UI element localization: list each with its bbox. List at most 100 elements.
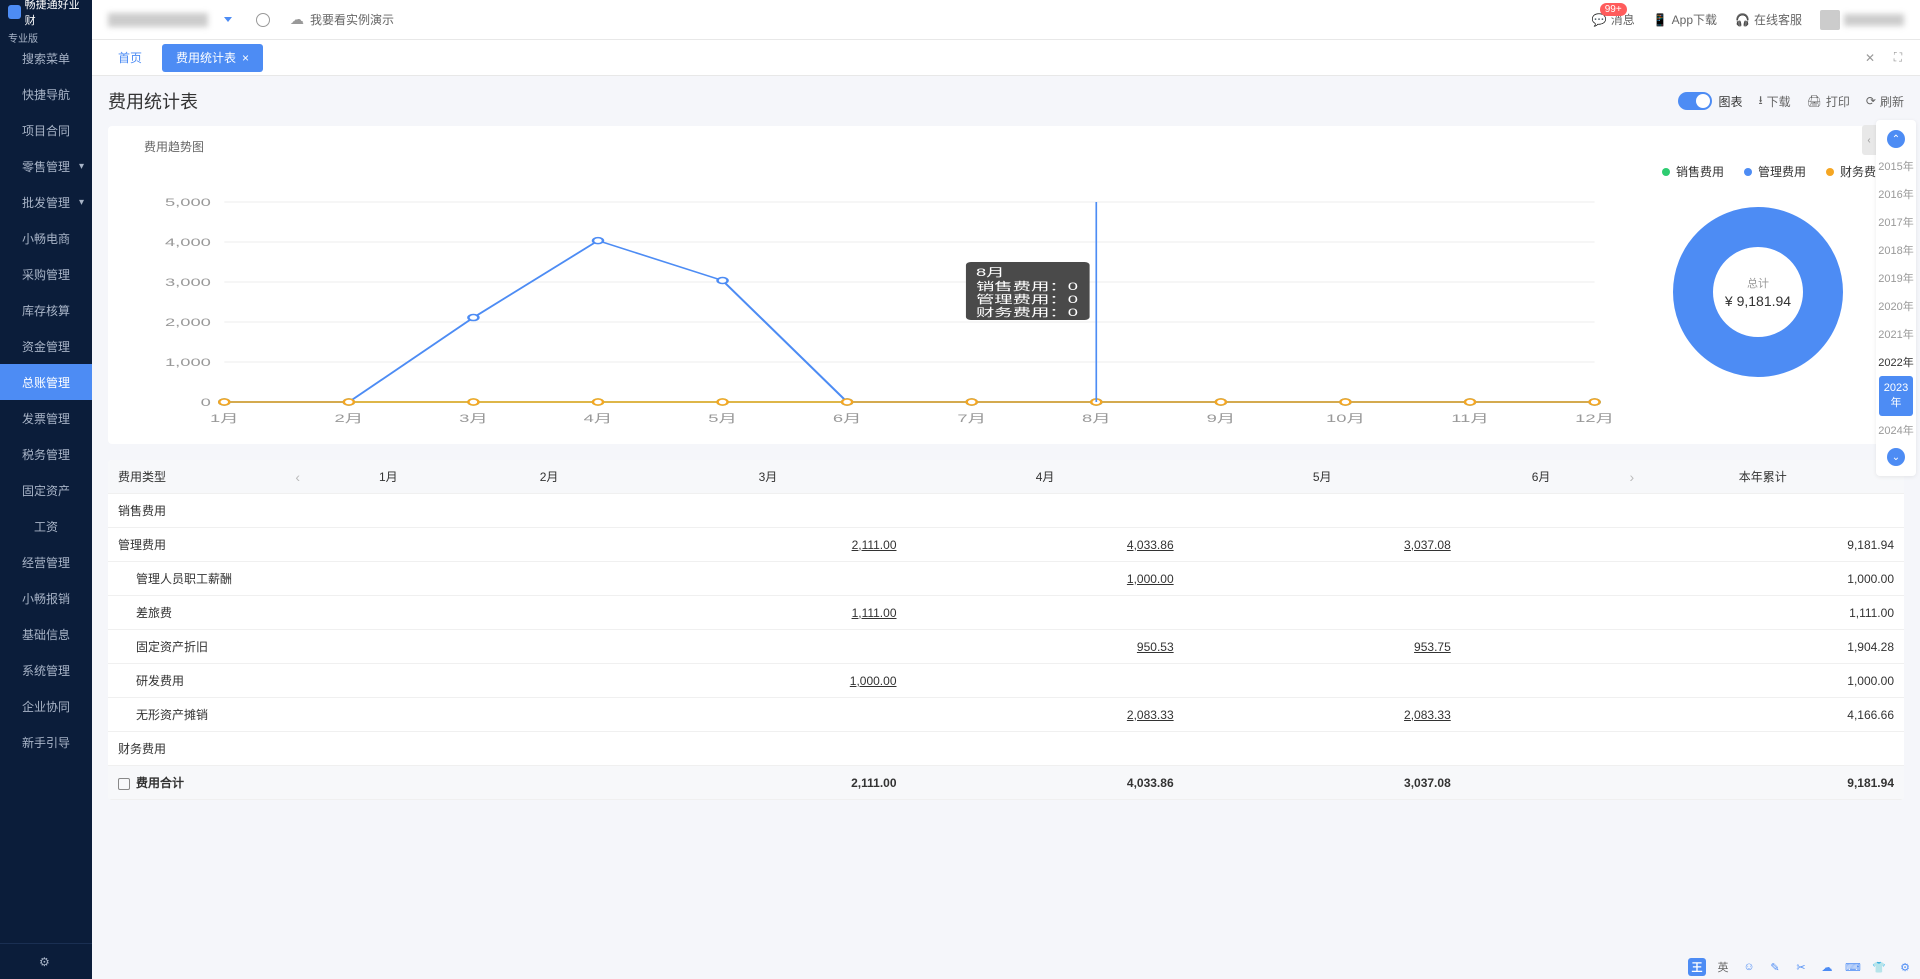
cell-link[interactable]: 1,000.00	[1127, 572, 1174, 586]
nav-item[interactable]: 基础信息	[0, 616, 92, 652]
cell-link[interactable]: 950.53	[1137, 640, 1174, 654]
legend-item[interactable]: 管理费用	[1744, 163, 1806, 180]
nav-item[interactable]: 企业协同	[0, 688, 92, 724]
table-cell: 1,000.00	[1621, 664, 1904, 698]
year-item[interactable]: 2022年	[1876, 348, 1916, 376]
year-item[interactable]: 2023年	[1879, 376, 1913, 416]
svg-text:0: 0	[201, 397, 211, 409]
nav-item[interactable]: 搜索菜单	[0, 40, 92, 76]
refresh-button[interactable]: ⟳刷新	[1866, 93, 1904, 110]
nav-item[interactable]: 总账管理	[0, 364, 92, 400]
year-up-button[interactable]: ⌃	[1876, 126, 1916, 152]
year-item[interactable]: 2024年	[1876, 416, 1916, 444]
app-download-button[interactable]: 📱 App下载	[1653, 11, 1717, 28]
cell-link[interactable]: 2,111.00	[852, 538, 897, 552]
line-chart: 01,0002,0003,0004,0005,0001月2月3月4月5月6月7月…	[124, 192, 1628, 432]
messages-button[interactable]: 99+ 💬 消息	[1592, 11, 1635, 28]
cell-link[interactable]: 3,037.08	[1404, 538, 1451, 552]
table-cell	[469, 494, 630, 528]
gear-icon[interactable]	[256, 13, 270, 27]
tab-home[interactable]: 首页	[104, 44, 156, 72]
tb-cloud-icon[interactable]: ☁	[1818, 958, 1836, 976]
sidebar: 畅捷通好业财 专业版 搜索菜单快捷导航项目合同零售管理▾批发管理▾小畅电商采购管…	[0, 0, 92, 979]
legend-item[interactable]: 销售费用	[1662, 163, 1724, 180]
demo-link[interactable]: ☁ 我要看实例演示	[290, 11, 394, 28]
print-label: 打印	[1826, 93, 1850, 110]
close-icon[interactable]: ×	[242, 51, 249, 65]
table-row: 财务费用	[108, 732, 1904, 766]
tb-cut-icon[interactable]: ✂	[1792, 958, 1810, 976]
row-name: 管理人员职工薪酬	[108, 562, 308, 596]
year-item[interactable]: 2020年	[1876, 292, 1916, 320]
nav-item[interactable]: 快捷导航	[0, 76, 92, 112]
headset-icon: 🎧	[1735, 13, 1750, 27]
fullscreen-button[interactable]: ⛶	[1888, 48, 1908, 68]
nav-item[interactable]: 小畅电商	[0, 220, 92, 256]
table-cell: 1,111.00	[1621, 596, 1904, 630]
tb-shirt-icon[interactable]: 👕	[1870, 958, 1888, 976]
year-item[interactable]: 2019年	[1876, 264, 1916, 292]
col-next-icon[interactable]: ›	[1629, 469, 1634, 485]
tb-gear-icon[interactable]: ⚙	[1896, 958, 1914, 976]
nav-item[interactable]: 新手引导	[0, 724, 92, 760]
nav-item[interactable]: 采购管理	[0, 256, 92, 292]
table-cell	[1184, 562, 1461, 596]
row-name: 研发费用	[108, 664, 308, 698]
tab-expense-report[interactable]: 费用统计表 ×	[162, 44, 263, 72]
table-header: 5月	[1184, 460, 1461, 494]
chart-toggle[interactable]	[1678, 92, 1712, 110]
nav-item[interactable]: 库存核算	[0, 292, 92, 328]
close-all-tabs-button[interactable]: ✕	[1860, 48, 1880, 68]
tb-smile-icon[interactable]: ☺	[1740, 958, 1758, 976]
table-cell	[1461, 494, 1622, 528]
cell-link[interactable]: 4,033.86	[1127, 538, 1174, 552]
settings-icon[interactable]: ⚙	[39, 955, 53, 969]
svg-text:财务费用：0: 财务费用：0	[976, 307, 1078, 319]
org-name-blurred	[108, 13, 208, 27]
year-strip-collapse[interactable]: ‹	[1862, 125, 1876, 155]
col-prev-icon[interactable]: ‹	[295, 469, 300, 485]
cell-link[interactable]: 2,083.33	[1404, 708, 1451, 722]
year-item[interactable]: 2021年	[1876, 320, 1916, 348]
nav-item[interactable]: 项目合同	[0, 112, 92, 148]
cell-link[interactable]: 1,000.00	[850, 674, 897, 688]
tb-edit-icon[interactable]: ✎	[1766, 958, 1784, 976]
nav-item[interactable]: 经营管理	[0, 544, 92, 580]
table-cell	[1184, 664, 1461, 698]
table-cell	[1461, 732, 1622, 766]
cell-link[interactable]: 1,111.00	[852, 606, 897, 620]
nav-item[interactable]: 小畅报销	[0, 580, 92, 616]
table-cell	[629, 630, 906, 664]
nav-item[interactable]: 固定资产	[0, 472, 92, 508]
table-cell	[469, 630, 630, 664]
year-item[interactable]: 2016年	[1876, 180, 1916, 208]
nav-item[interactable]: 批发管理▾	[0, 184, 92, 220]
ime-main-icon[interactable]: 王	[1688, 958, 1706, 976]
nav-item[interactable]: 税务管理	[0, 436, 92, 472]
tb-kb-icon[interactable]: ⌨	[1844, 958, 1862, 976]
ime-lang[interactable]: 英	[1714, 958, 1732, 976]
cell-link[interactable]: 953.75	[1414, 640, 1451, 654]
print-icon: 🖨	[1807, 94, 1822, 108]
cell-link[interactable]: 2,083.33	[1127, 708, 1174, 722]
nav-item[interactable]: 工资	[0, 508, 92, 544]
year-item[interactable]: 2015年	[1876, 152, 1916, 180]
org-selector[interactable]	[108, 13, 270, 27]
table-cell	[1461, 698, 1622, 732]
year-item[interactable]: 2018年	[1876, 236, 1916, 264]
nav-item[interactable]: 发票管理	[0, 400, 92, 436]
year-item[interactable]: 2017年	[1876, 208, 1916, 236]
nav-item[interactable]: 系统管理	[0, 652, 92, 688]
chevron-down-icon[interactable]	[224, 17, 232, 22]
print-button[interactable]: 🖨 打印	[1807, 93, 1850, 110]
brand-name: 畅捷通好业财	[25, 0, 84, 28]
year-down-button[interactable]: ⌄	[1876, 444, 1916, 470]
nav-item[interactable]: 零售管理▾	[0, 148, 92, 184]
support-button[interactable]: 🎧 在线客服	[1735, 11, 1802, 28]
table-cell	[308, 732, 469, 766]
user-menu[interactable]	[1820, 10, 1904, 30]
table-cell	[308, 596, 469, 630]
table-row: 销售费用	[108, 494, 1904, 528]
download-button[interactable]: ⭳下载	[1758, 91, 1790, 112]
nav-item[interactable]: 资金管理	[0, 328, 92, 364]
